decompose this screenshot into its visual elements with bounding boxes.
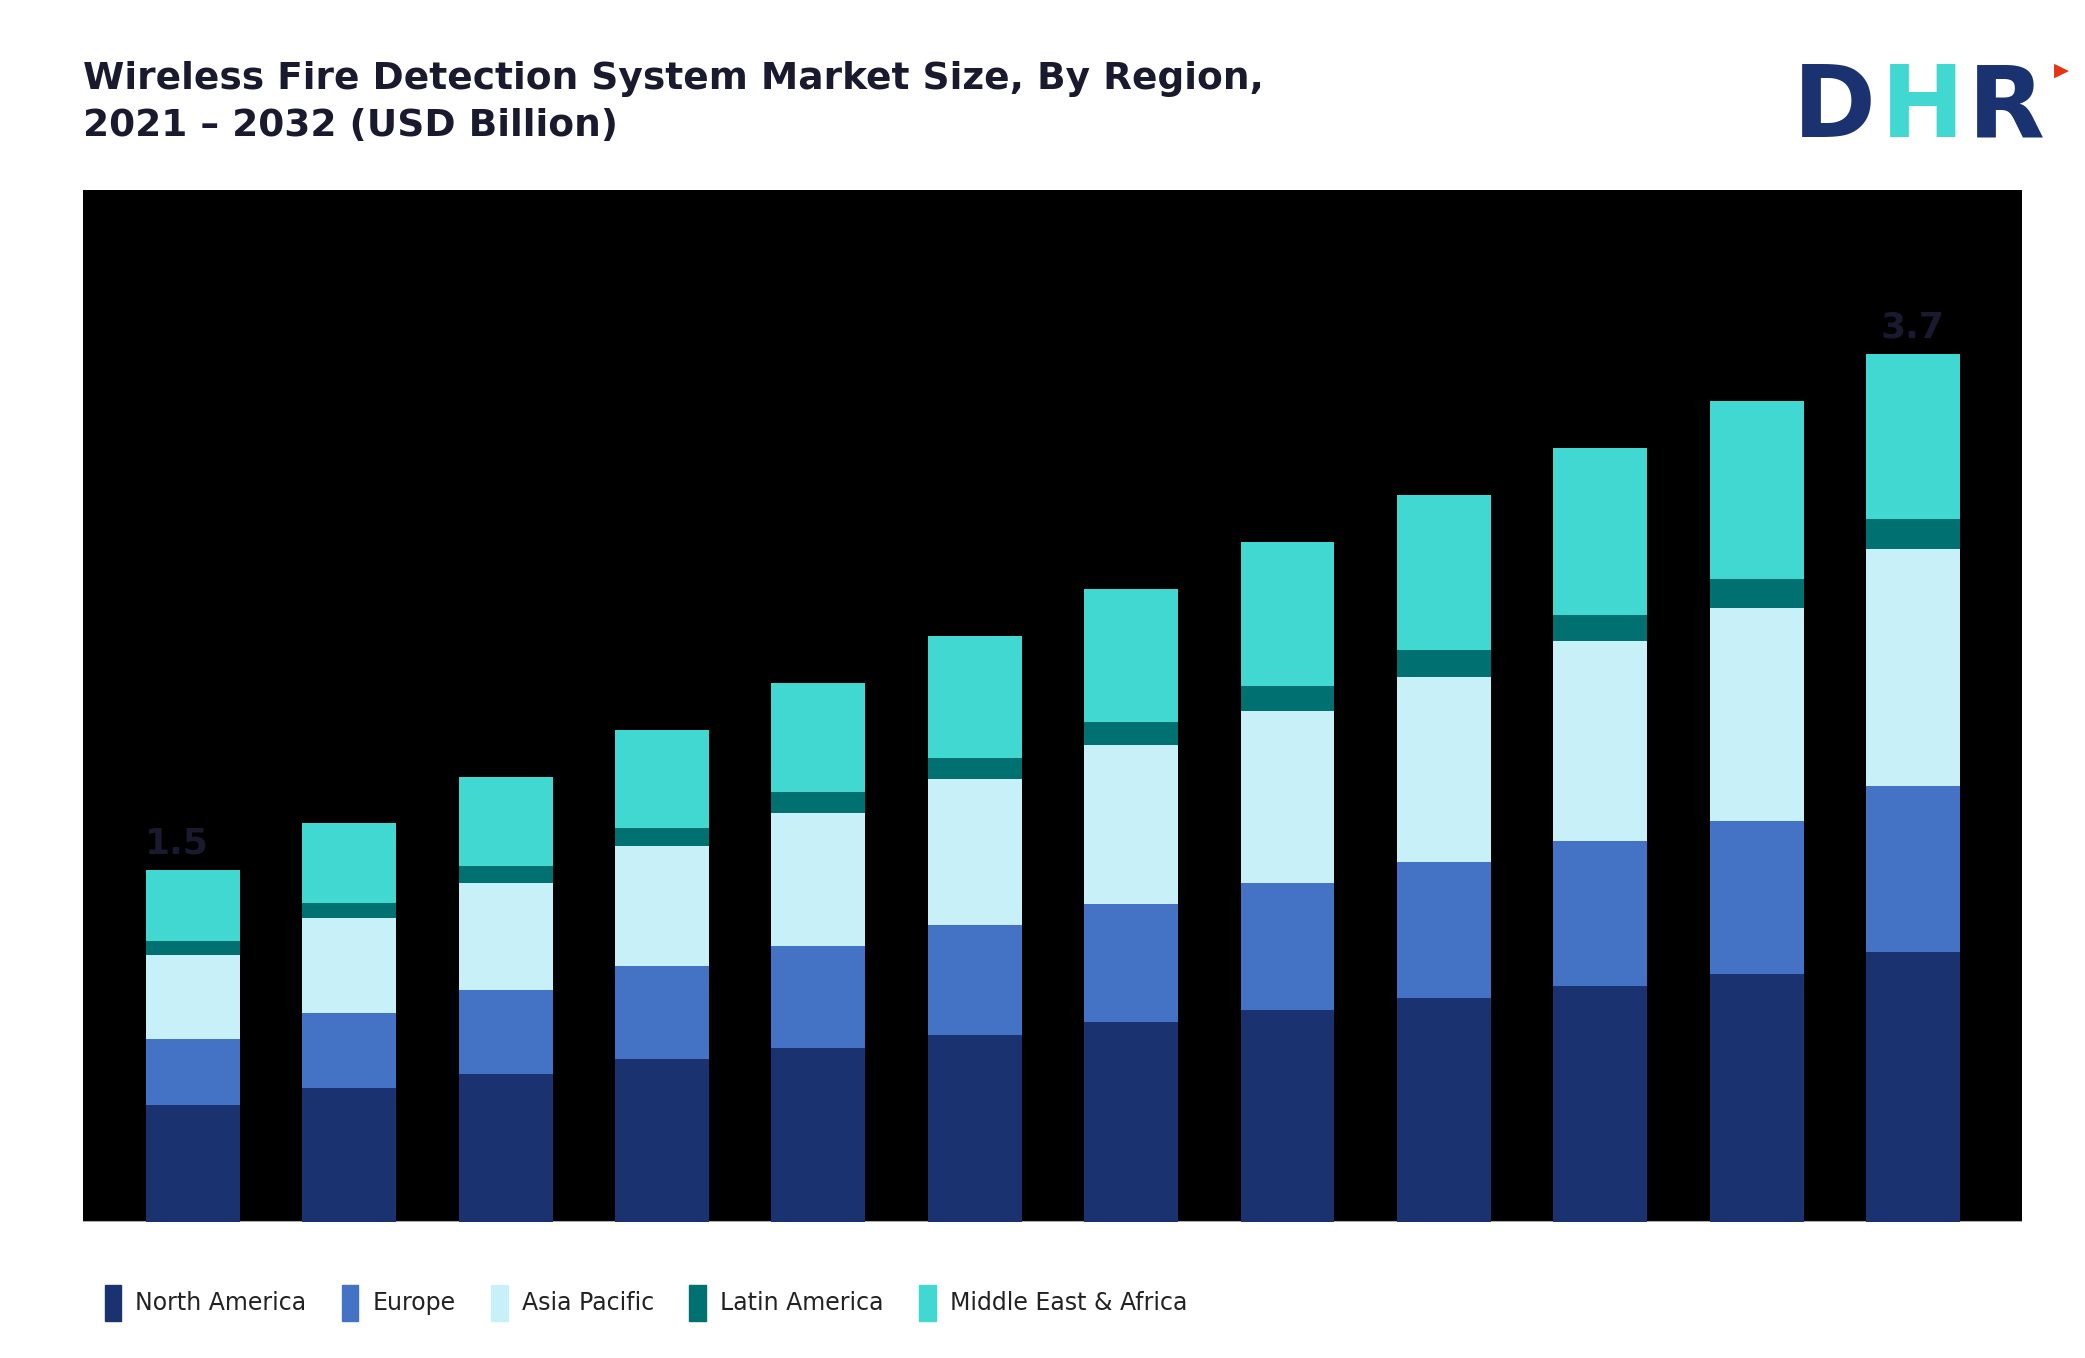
Bar [459, 1074, 553, 1222]
Bar [771, 947, 865, 1047]
Bar [1084, 746, 1178, 904]
Bar [302, 918, 396, 1013]
Bar [459, 777, 553, 865]
Bar [1553, 841, 1647, 986]
Text: D: D [1793, 61, 1876, 158]
Text: 3.7: 3.7 [1881, 311, 1945, 345]
Bar [146, 955, 240, 1039]
Bar [459, 990, 553, 1074]
Bar [1084, 1023, 1178, 1222]
Bar [771, 813, 865, 947]
Bar [615, 1059, 709, 1222]
Bar [615, 966, 709, 1059]
Bar [302, 1013, 396, 1088]
Bar [1866, 786, 1960, 952]
Bar [615, 828, 709, 846]
Bar [1553, 448, 1647, 615]
Bar [146, 941, 240, 955]
Text: 1.5: 1.5 [146, 827, 208, 861]
Bar [1710, 580, 1804, 607]
Bar [1866, 549, 1960, 786]
Bar [1397, 998, 1491, 1222]
Bar [928, 758, 1022, 779]
Bar [459, 884, 553, 990]
Bar [1241, 686, 1334, 712]
Text: H: H [1881, 61, 1964, 158]
Bar [1241, 1010, 1334, 1222]
Bar [1241, 712, 1334, 883]
Legend: North America, Europe, Asia Pacific, Latin America, Middle East & Africa: North America, Europe, Asia Pacific, Lat… [96, 1275, 1197, 1331]
Bar [928, 1035, 1022, 1222]
Bar [302, 903, 396, 918]
Bar [1710, 974, 1804, 1222]
Bar [1397, 678, 1491, 862]
Bar [771, 1047, 865, 1222]
Bar [615, 846, 709, 966]
Text: R: R [1968, 61, 2045, 158]
Bar [1084, 589, 1178, 722]
Bar [1866, 519, 1960, 549]
Bar [1397, 650, 1491, 678]
Bar [302, 1088, 396, 1222]
Bar [928, 779, 1022, 925]
Bar [1397, 862, 1491, 998]
Bar [146, 1105, 240, 1222]
Bar [615, 729, 709, 828]
Bar [1553, 615, 1647, 641]
Bar [1553, 986, 1647, 1222]
Bar [771, 683, 865, 792]
Text: ▶: ▶ [2054, 61, 2068, 80]
Bar [1084, 722, 1178, 746]
Bar [1866, 952, 1960, 1222]
Bar [146, 1039, 240, 1105]
Bar [1084, 904, 1178, 1023]
Bar [1241, 883, 1334, 1010]
Bar [1397, 496, 1491, 650]
Bar [1866, 354, 1960, 519]
Bar [146, 870, 240, 941]
Bar [302, 823, 396, 903]
Bar [459, 865, 553, 884]
Bar [928, 636, 1022, 758]
Bar [1710, 822, 1804, 974]
Bar [1553, 641, 1647, 841]
Bar [1710, 607, 1804, 822]
Bar [771, 792, 865, 813]
Text: Wireless Fire Detection System Market Size, By Region,
2021 – 2032 (USD Billion): Wireless Fire Detection System Market Si… [83, 61, 1264, 144]
Bar [1241, 542, 1334, 686]
Bar [928, 925, 1022, 1035]
Bar [1710, 401, 1804, 580]
